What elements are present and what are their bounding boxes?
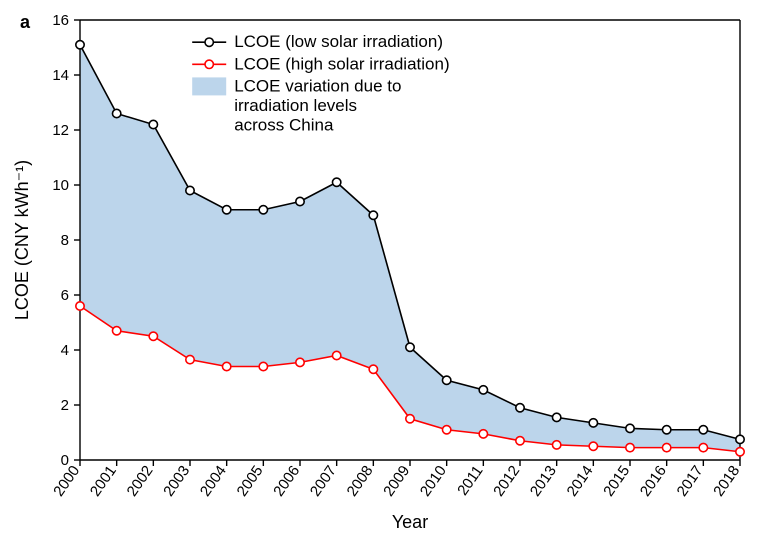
legend-label-low: LCOE (low solar irradiation) xyxy=(234,32,443,51)
y-tick-label: 12 xyxy=(52,122,69,139)
series-marker-low xyxy=(76,41,84,49)
y-axis-label-group: LCOE (CNY kWh⁻¹) xyxy=(12,160,32,320)
series-marker-high xyxy=(736,448,744,456)
series-marker-low xyxy=(699,426,707,434)
series-marker-low xyxy=(296,197,304,205)
y-tick-label: 10 xyxy=(52,177,69,194)
series-marker-low xyxy=(442,376,450,384)
series-marker-high xyxy=(76,302,84,310)
series-marker-low xyxy=(406,343,414,351)
legend-label-high: LCOE (high solar irradiation) xyxy=(234,54,449,73)
series-marker-high xyxy=(149,332,157,340)
series-marker-high xyxy=(479,430,487,438)
x-axis-label: Year xyxy=(392,512,428,532)
series-marker-high xyxy=(112,327,120,335)
y-tick-label: 2 xyxy=(61,397,69,414)
series-marker-low xyxy=(736,435,744,443)
y-tick-label: 6 xyxy=(61,287,69,304)
series-marker-low xyxy=(626,424,634,432)
series-marker-high xyxy=(259,362,267,370)
series-marker-low xyxy=(112,109,120,117)
series-marker-high xyxy=(296,358,304,366)
legend-label-fill: irradiation levels xyxy=(234,96,357,115)
series-marker-high xyxy=(516,437,524,445)
y-axis-label: LCOE (CNY kWh⁻¹) xyxy=(12,160,32,320)
series-marker-low xyxy=(332,178,340,186)
legend-marker-low xyxy=(205,38,213,46)
lcoe-chart: a024681012141620002001200220032004200520… xyxy=(0,0,780,546)
series-marker-high xyxy=(186,355,194,363)
series-marker-high xyxy=(662,443,670,451)
legend-label-fill: across China xyxy=(234,116,334,135)
chart-container: a024681012141620002001200220032004200520… xyxy=(0,0,780,546)
series-marker-low xyxy=(186,186,194,194)
y-tick-label: 8 xyxy=(61,232,69,249)
y-tick-label: 14 xyxy=(52,67,69,84)
y-tick-label: 16 xyxy=(52,12,69,29)
series-marker-low xyxy=(259,206,267,214)
series-marker-low xyxy=(222,206,230,214)
series-marker-high xyxy=(222,362,230,370)
series-marker-high xyxy=(699,443,707,451)
series-marker-high xyxy=(406,415,414,423)
legend-swatch-fill xyxy=(192,77,226,95)
legend-marker-high xyxy=(205,60,213,68)
series-marker-low xyxy=(369,211,377,219)
series-marker-low xyxy=(662,426,670,434)
series-marker-high xyxy=(589,442,597,450)
series-marker-low xyxy=(479,386,487,394)
series-marker-low xyxy=(589,419,597,427)
series-marker-high xyxy=(442,426,450,434)
series-marker-high xyxy=(332,351,340,359)
panel-label: a xyxy=(20,12,31,32)
series-marker-high xyxy=(626,443,634,451)
series-marker-low xyxy=(516,404,524,412)
series-marker-high xyxy=(552,441,560,449)
legend-label-fill: LCOE variation due to xyxy=(234,76,401,95)
series-marker-high xyxy=(369,365,377,373)
series-marker-low xyxy=(149,120,157,128)
y-tick-label: 4 xyxy=(61,342,69,359)
series-marker-low xyxy=(552,413,560,421)
